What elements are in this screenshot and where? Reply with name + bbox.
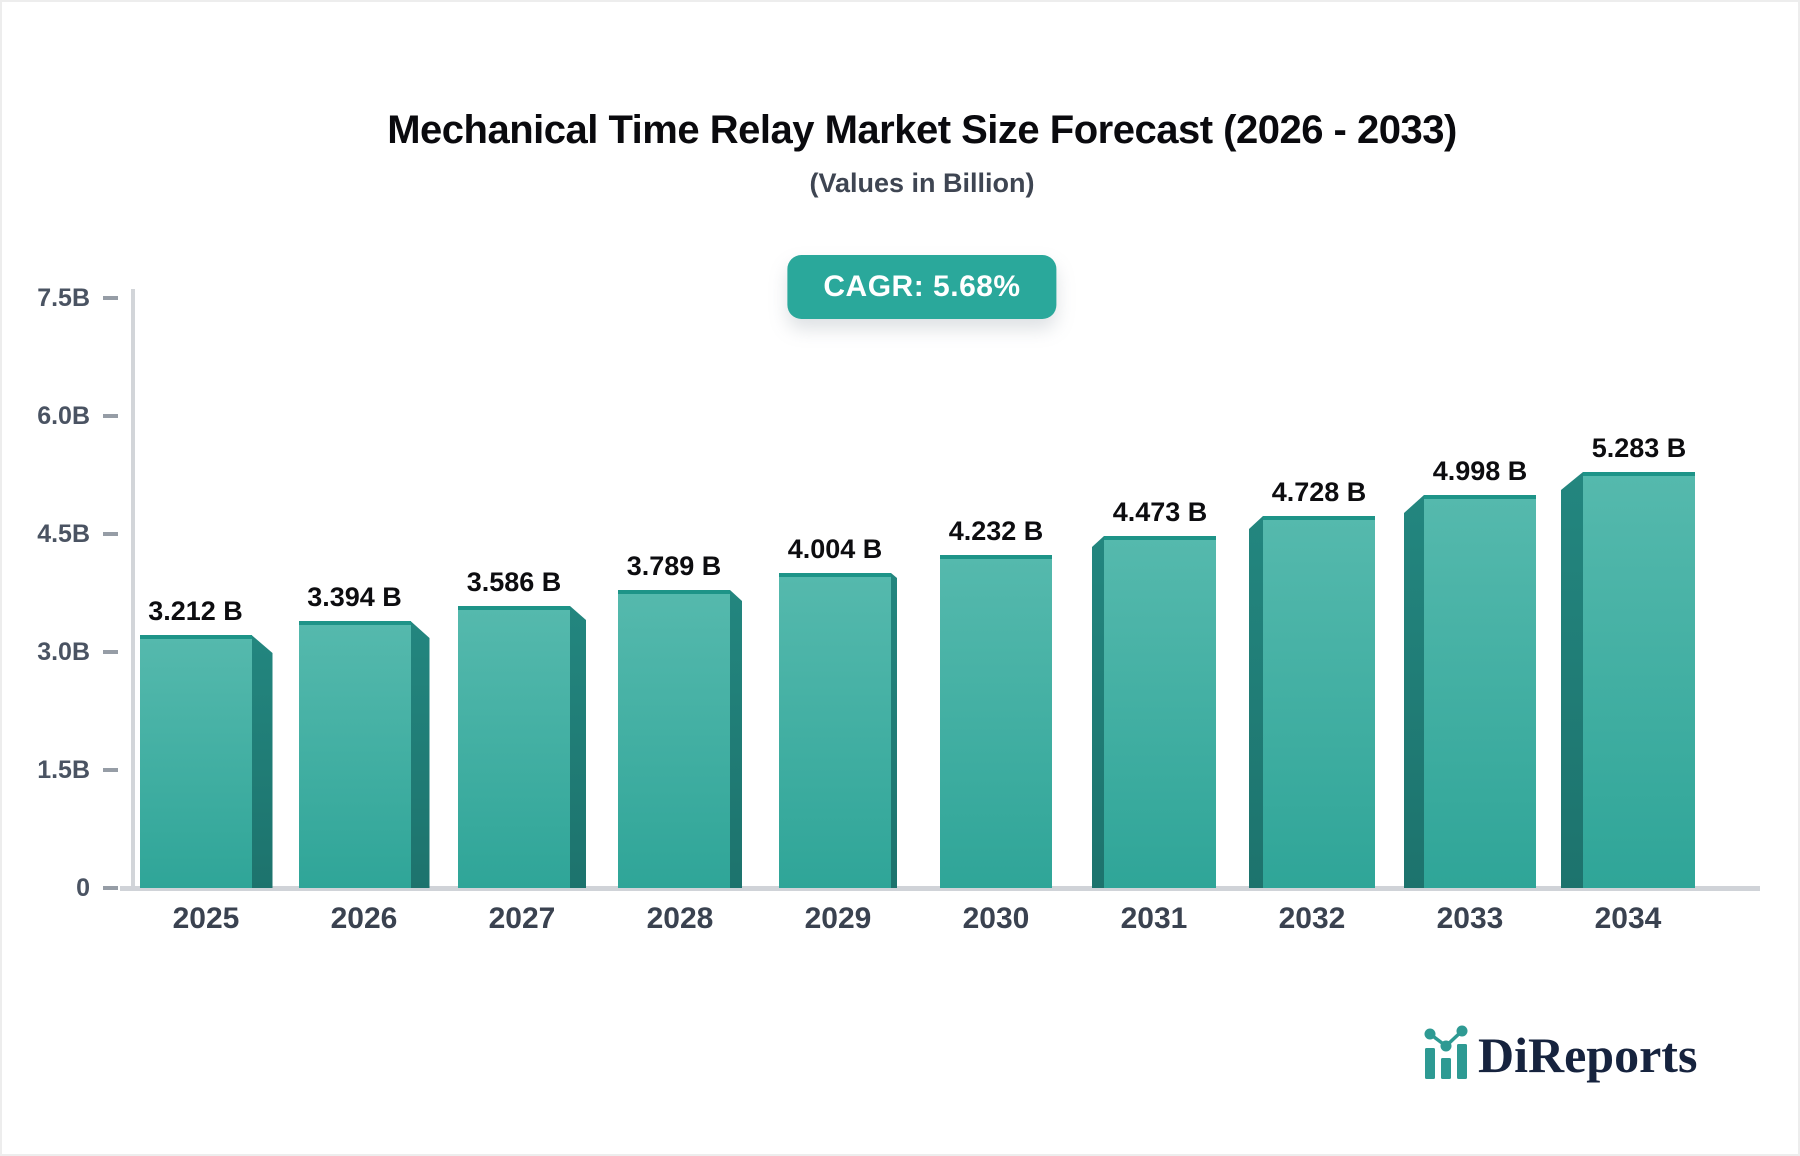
bar-value-label: 4.728 B — [1271, 477, 1367, 507]
y-tick-label: 1.5B — [37, 756, 90, 784]
bar: 3.212 B — [139, 596, 273, 888]
bar: 4.473 B — [1092, 497, 1216, 888]
x-tick-label: 2033 — [1436, 902, 1504, 935]
bar-value-label: 4.004 B — [787, 534, 883, 564]
y-tick-mark — [103, 532, 118, 536]
bar-group-2032: 4.728 B — [1233, 298, 1391, 888]
bar-group-2028: 3.789 B — [601, 298, 759, 888]
bar-value-label: 3.394 B — [307, 582, 402, 612]
bar-face — [139, 635, 252, 888]
bar-face — [458, 606, 570, 888]
bar: 4.998 B — [1404, 456, 1536, 888]
bar-3d-side — [1092, 536, 1104, 888]
y-tick-mark — [103, 768, 118, 772]
bar-face — [618, 590, 730, 888]
y-axis-line — [131, 289, 135, 890]
brand-logo-icon — [1424, 1025, 1468, 1079]
chart-title: Mechanical Time Relay Market Size Foreca… — [387, 108, 1457, 152]
bar-value-label: 4.998 B — [1432, 456, 1528, 486]
bar-group-2027: 3.586 B — [443, 298, 601, 888]
x-tick-label: 2034 — [1594, 902, 1662, 935]
bar-3d-side — [730, 590, 742, 888]
bar: 5.283 B — [1561, 433, 1695, 888]
y-tick-label: 0 — [76, 874, 90, 902]
bar: 4.728 B — [1249, 477, 1375, 888]
bar-3d-side — [1561, 472, 1583, 888]
bar-group-2031: 4.473 B — [1075, 298, 1233, 888]
x-tick-label: 2031 — [1120, 902, 1188, 935]
y-tick-label: 3.0B — [37, 638, 90, 666]
bar-face — [940, 555, 1052, 888]
bar-group-2025: 3.212 B — [127, 298, 285, 888]
y-tick-mark — [103, 650, 118, 654]
bar-value-label: 4.232 B — [948, 516, 1044, 546]
y-tick-mark — [103, 414, 118, 418]
x-tick-label: 2026 — [330, 902, 398, 935]
bar-group-2029: 4.004 B — [759, 298, 917, 888]
bar: 4.232 B — [940, 516, 1052, 888]
x-axis-baseline — [120, 886, 1760, 891]
x-tick-label: 2025 — [172, 902, 240, 935]
bar-value-label: 3.789 B — [626, 551, 722, 581]
bar-3d-side — [410, 621, 430, 888]
y-tick-label: 4.5B — [37, 520, 90, 548]
x-tick-label: 2029 — [804, 902, 872, 935]
bar-face — [1424, 495, 1536, 888]
brand-logo: DiReports — [1424, 1018, 1697, 1080]
bar-group-2034: 5.283 B — [1549, 298, 1707, 888]
bar-3d-side — [1404, 495, 1424, 888]
x-tick-label: 2030 — [962, 902, 1030, 935]
bar-3d-side — [570, 606, 586, 888]
bar-face — [298, 621, 411, 888]
x-axis-labels: 2025 2026 2027 2028 2029 2030 2031 2032 2033 2034 — [127, 902, 1707, 936]
bar-face — [1263, 516, 1375, 888]
x-tick-label: 2032 — [1278, 902, 1346, 935]
y-tick-label: 6.0B — [37, 402, 90, 430]
bar: 3.586 B — [458, 567, 586, 888]
bar-value-label: 5.283 B — [1591, 433, 1687, 463]
bar-3d-side — [891, 573, 897, 888]
y-tick-mark — [103, 296, 118, 300]
bar-face — [779, 573, 891, 888]
bar: 4.004 B — [779, 534, 897, 888]
bars-area: 3.212 B 3.394 B 3.586 B 3.789 B 4.004 B 4.232… — [127, 298, 1707, 888]
bar-3d-side — [251, 635, 273, 888]
x-tick-label: 2028 — [646, 902, 714, 935]
brand-logo-text: DiReports — [1478, 1027, 1698, 1083]
bar-group-2033: 4.998 B — [1391, 298, 1549, 888]
y-tick-label: 7.5B — [37, 284, 90, 312]
bar-3d-side — [1249, 516, 1263, 888]
bar-face — [1583, 472, 1695, 888]
bar-value-label: 4.473 B — [1112, 497, 1208, 527]
cagr-badge: CAGR: 5.68% — [787, 255, 1057, 319]
bar: 3.789 B — [618, 551, 742, 888]
y-tick-mark — [103, 886, 118, 890]
x-tick-label: 2027 — [488, 902, 556, 935]
bar-value-label: 3.212 B — [148, 596, 243, 626]
bar-face — [1104, 536, 1216, 888]
bar: 3.394 B — [298, 582, 430, 888]
bar-group-2026: 3.394 B — [285, 298, 443, 888]
bar-group-2030: 4.232 B — [917, 298, 1075, 888]
bar-value-label: 3.586 B — [466, 567, 562, 597]
chart-subtitle: (Values in Billion) — [809, 168, 1035, 198]
